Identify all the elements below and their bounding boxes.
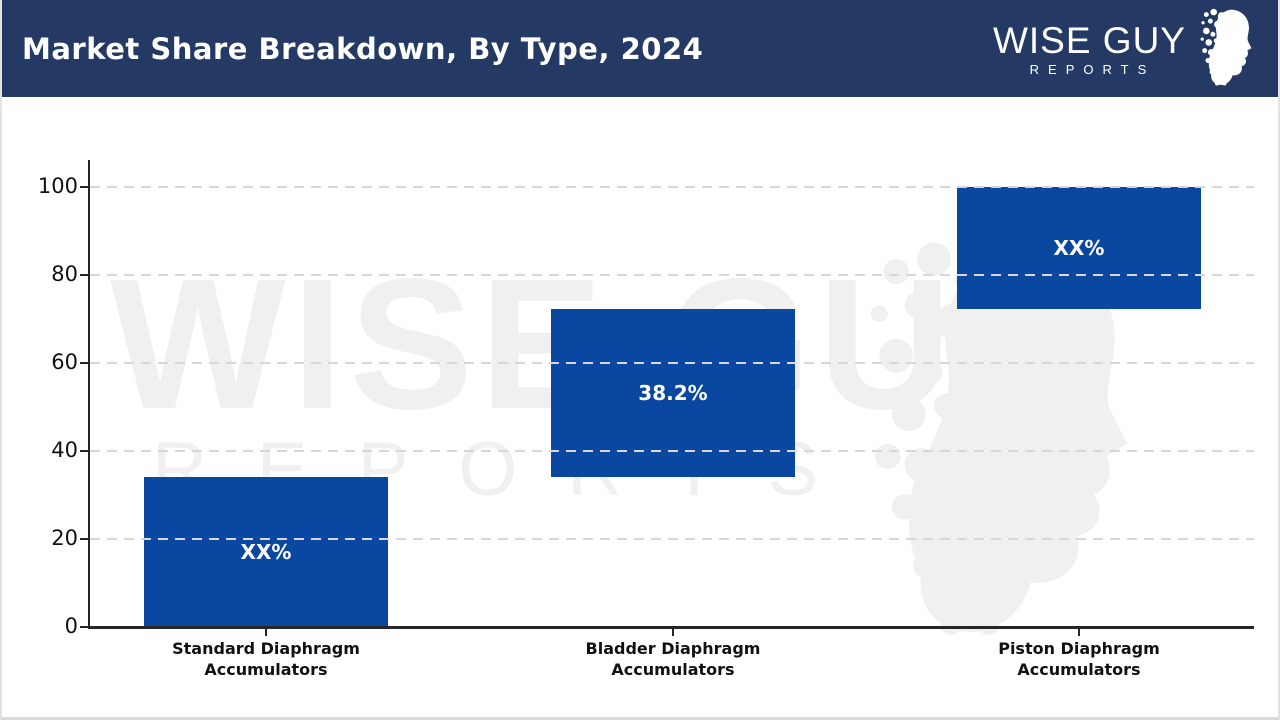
y-tick-mark (80, 362, 88, 364)
gridline-y-80 (90, 274, 1254, 276)
category-label: Standard Diaphragm Accumulators (86, 638, 446, 680)
chart-title: Market Share Breakdown, By Type, 2024 (22, 31, 704, 66)
gridline-y-40 (90, 450, 1254, 452)
y-tick-label: 60 (51, 350, 78, 374)
x-axis-line (88, 626, 1254, 629)
y-tick-mark (80, 450, 88, 452)
bar-value-label: 38.2% (638, 381, 708, 406)
category-label-line: Piston Diaphragm (998, 639, 1160, 658)
bar-value-label: XX% (1053, 236, 1105, 261)
gridline-y-60 (90, 362, 1254, 364)
y-tick-label: 20 (51, 526, 78, 550)
category-label-line: Standard Diaphragm (172, 639, 360, 658)
y-tick-mark (80, 186, 88, 188)
x-tick-mark (265, 629, 267, 636)
logo-head-icon (1200, 8, 1252, 85)
y-tick-label: 40 (51, 438, 78, 462)
y-tick-mark (80, 626, 88, 628)
y-tick-mark (80, 274, 88, 276)
category-label-line: Accumulators (204, 660, 328, 679)
category-label-line: Accumulators (611, 660, 735, 679)
x-tick-mark (1078, 629, 1080, 636)
bar (144, 477, 388, 627)
category-label: Bladder Diaphragm Accumulators (493, 638, 853, 680)
bar-value-label: XX% (240, 540, 292, 565)
logo-text: WISE GUY REPORTS (993, 22, 1186, 76)
y-tick-label: 100 (37, 174, 78, 198)
gridline-y-100 (90, 186, 1254, 188)
category-label-line: Bladder Diaphragm (585, 639, 761, 658)
x-tick-mark (672, 629, 674, 636)
category-label-line: Accumulators (1017, 660, 1141, 679)
y-tick-label: 80 (51, 262, 78, 286)
logo-reports-label: REPORTS (1029, 61, 1156, 77)
header: Market Share Breakdown, By Type, 2024 WI… (2, 0, 1278, 97)
category-label: Piston Diaphragm Accumulators (899, 638, 1259, 680)
wiseguy-logo: WISE GUY REPORTS (993, 8, 1264, 90)
y-axis-line (88, 160, 90, 628)
gridline-y-20 (90, 538, 1254, 540)
bar (551, 309, 795, 478)
y-tick-mark (80, 538, 88, 540)
y-tick-label: 0 (64, 614, 78, 638)
logo-wiseguy-label: WISE GUY (992, 19, 1186, 61)
